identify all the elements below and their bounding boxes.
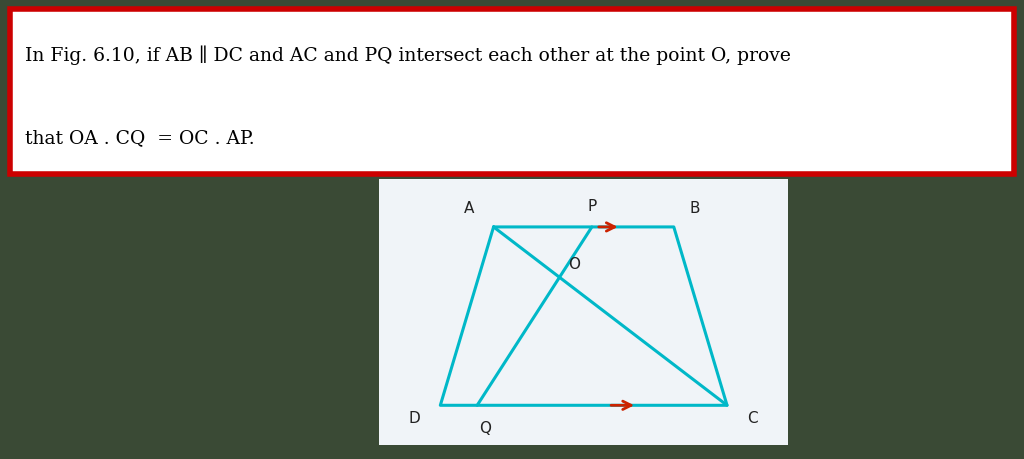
Text: O: O (567, 257, 580, 272)
Text: B: B (689, 202, 699, 216)
FancyBboxPatch shape (10, 9, 1014, 174)
Text: A: A (464, 202, 474, 216)
Text: C: C (748, 411, 758, 425)
Text: Q: Q (479, 421, 492, 436)
Text: P: P (587, 199, 597, 213)
Text: D: D (409, 411, 420, 425)
FancyBboxPatch shape (379, 179, 788, 445)
Text: In Fig. 6.10, if AB ∥ DC and AC and PQ intersect each other at the point O, prov: In Fig. 6.10, if AB ∥ DC and AC and PQ i… (26, 45, 792, 65)
Text: that OA . CQ  = OC . AP.: that OA . CQ = OC . AP. (26, 129, 255, 147)
